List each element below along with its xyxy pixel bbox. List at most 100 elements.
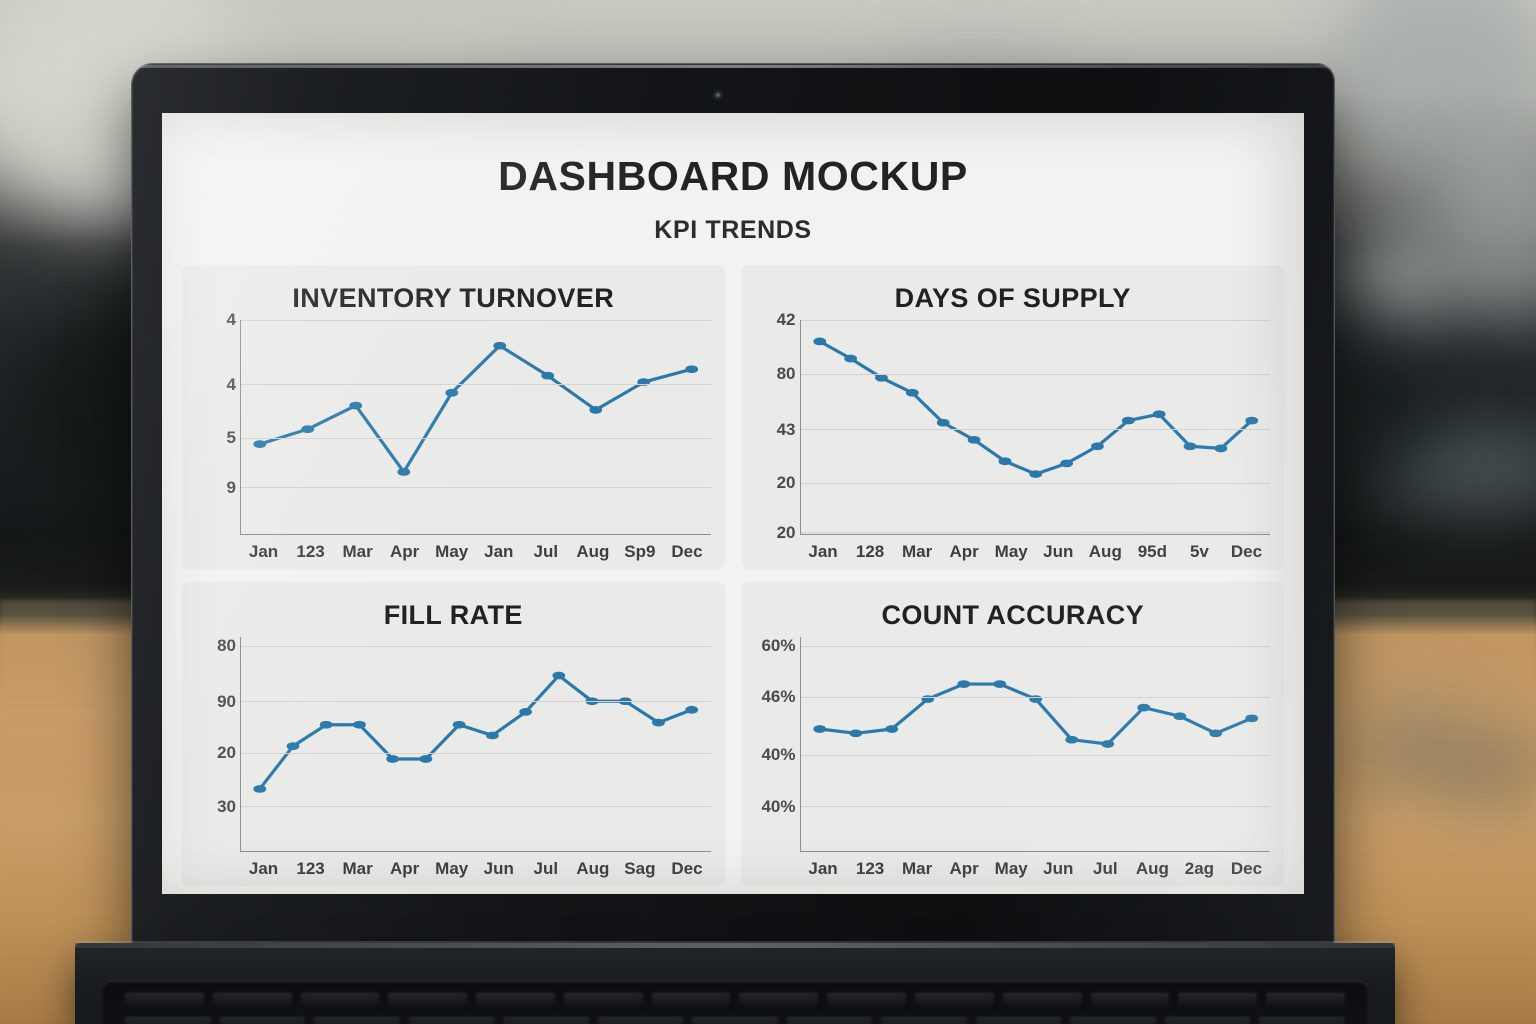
gridline [800, 696, 1270, 698]
y-tick-label: 80 [776, 363, 796, 383]
x-tick-label: Jan [808, 859, 838, 878]
series-point [1103, 742, 1112, 746]
y-tick-label: 40% [761, 745, 796, 765]
y-tick-label: 9 [226, 477, 236, 497]
series-point [1123, 418, 1132, 422]
series-point [1139, 705, 1148, 709]
x-tick-label: Jul [1093, 859, 1118, 878]
line-series [241, 637, 711, 851]
card-title: DAYS OF SUPPLY [894, 283, 1131, 313]
x-tick-label: Mar [902, 542, 933, 561]
x-tick-label: Dec [671, 859, 703, 878]
series-point [355, 723, 364, 727]
x-tick-label: Aug [1135, 859, 1169, 878]
kpi-card-fill-rate[interactable]: FILL RATE 80 90 20 30 Jan 123 Mar Apr May Jun Jul… [182, 582, 725, 885]
y-tick-label: 40% [761, 796, 796, 816]
keyboard-row [125, 993, 1345, 1009]
y-axis-labels: 80 90 20 30 [196, 635, 240, 852]
x-tick-label: Jan [484, 542, 514, 561]
y-tick-label: 20 [217, 743, 236, 763]
x-axis-labels: Jan 128 Mar Apr May Jun Aug 95d 5v Dec [800, 535, 1271, 562]
x-tick-label: May [994, 542, 1028, 561]
x-tick-label: 5v [1189, 542, 1209, 561]
y-tick-label: 42 [776, 310, 796, 329]
x-tick-label: Apr [390, 859, 420, 878]
page-subtitle: KPI TRENDS [654, 216, 812, 244]
series-point [1067, 738, 1076, 742]
kpi-card-days-of-supply[interactable]: DAYS OF SUPPLY 42 80 43 20 20 Jan 128 Mar Apr Ma… [741, 265, 1284, 568]
chart-plot-area: 42 80 43 20 20 [756, 310, 1270, 542]
series-point [815, 339, 824, 343]
series-point [322, 723, 331, 727]
y-tick-label: 30 [217, 796, 236, 816]
plot-canvas [240, 637, 711, 852]
x-tick-label: Jan [808, 542, 838, 561]
series-point [388, 757, 397, 761]
series-point [591, 408, 600, 412]
series-point [554, 673, 563, 677]
y-tick-label: 4 [226, 310, 236, 329]
x-axis-labels: Jan 123 Mar Apr May Jan Jul Aug Sp9 Dec [240, 535, 711, 562]
x-tick-label: 128 [855, 542, 885, 561]
y-axis-labels: 4 4 5 9 [196, 310, 240, 535]
x-tick-label: Jan [248, 542, 279, 561]
y-tick-label: 43 [776, 419, 796, 439]
x-tick-label: May [994, 859, 1028, 878]
x-tick-label: Aug [1088, 542, 1122, 561]
x-tick-label: Jun [483, 859, 514, 878]
series-line [819, 684, 1251, 744]
webcam-icon [715, 92, 721, 98]
series-point [303, 427, 312, 431]
card-title: INVENTORY TURNOVER [292, 283, 615, 313]
y-tick-label: 20 [776, 473, 796, 493]
x-tick-label: 2ag [1184, 859, 1215, 878]
kpi-card-count-accuracy[interactable]: COUNT ACCURACY 60% 46% 40% 40% Jan 123 Mar Apr… [741, 582, 1284, 885]
x-tick-label: 123 [296, 542, 325, 561]
plot-canvas [799, 320, 1270, 535]
series-point [969, 438, 978, 442]
gridline [800, 645, 1270, 647]
series-point [654, 720, 663, 724]
series-point [255, 787, 264, 791]
y-tick-label: 20 [776, 522, 796, 542]
series-point [1092, 444, 1101, 448]
gridline [800, 531, 1270, 533]
x-tick-label: Sp9 [624, 542, 656, 561]
laptop-screen: DASHBOARD MOCKUP KPI TRENDS INVENTORY TU… [162, 113, 1304, 894]
plot-canvas [799, 637, 1271, 852]
gridline [800, 806, 1270, 808]
y-axis-labels: 42 80 43 20 20 [756, 310, 800, 542]
keyboard[interactable] [103, 981, 1367, 1024]
series-point [399, 470, 408, 474]
laptop: DASHBOARD MOCKUP KPI TRENDS INVENTORY TU… [75, 63, 1395, 1024]
line-series [801, 637, 1271, 851]
x-axis-labels: Jan 123 Mar Apr May Jun Jul Aug 2ag Dec [800, 852, 1271, 879]
series-line [260, 676, 692, 789]
series-point [488, 733, 497, 737]
x-tick-label: Mar [342, 542, 373, 561]
series-point [851, 731, 860, 735]
x-tick-label: Jul [533, 542, 559, 561]
x-tick-label: Aug [576, 542, 610, 561]
chart-plot-area: 60% 46% 40% 40% [756, 636, 1271, 852]
y-tick-label: 80 [217, 635, 236, 655]
gridline [241, 437, 711, 439]
series-point [495, 344, 504, 348]
series-point [887, 727, 896, 731]
x-tick-label: Mar [902, 859, 933, 878]
series-point [543, 374, 552, 378]
series-point [1216, 446, 1225, 450]
x-tick-label: Dec [1230, 859, 1263, 878]
series-point [845, 356, 854, 360]
hinge [75, 943, 1395, 948]
series-point [907, 391, 916, 395]
series-point [995, 682, 1004, 686]
gridline [241, 645, 711, 647]
series-point [687, 708, 696, 712]
background-blur-blob [1350, 700, 1470, 790]
series-point [815, 727, 824, 731]
y-tick-label: 5 [226, 428, 236, 448]
